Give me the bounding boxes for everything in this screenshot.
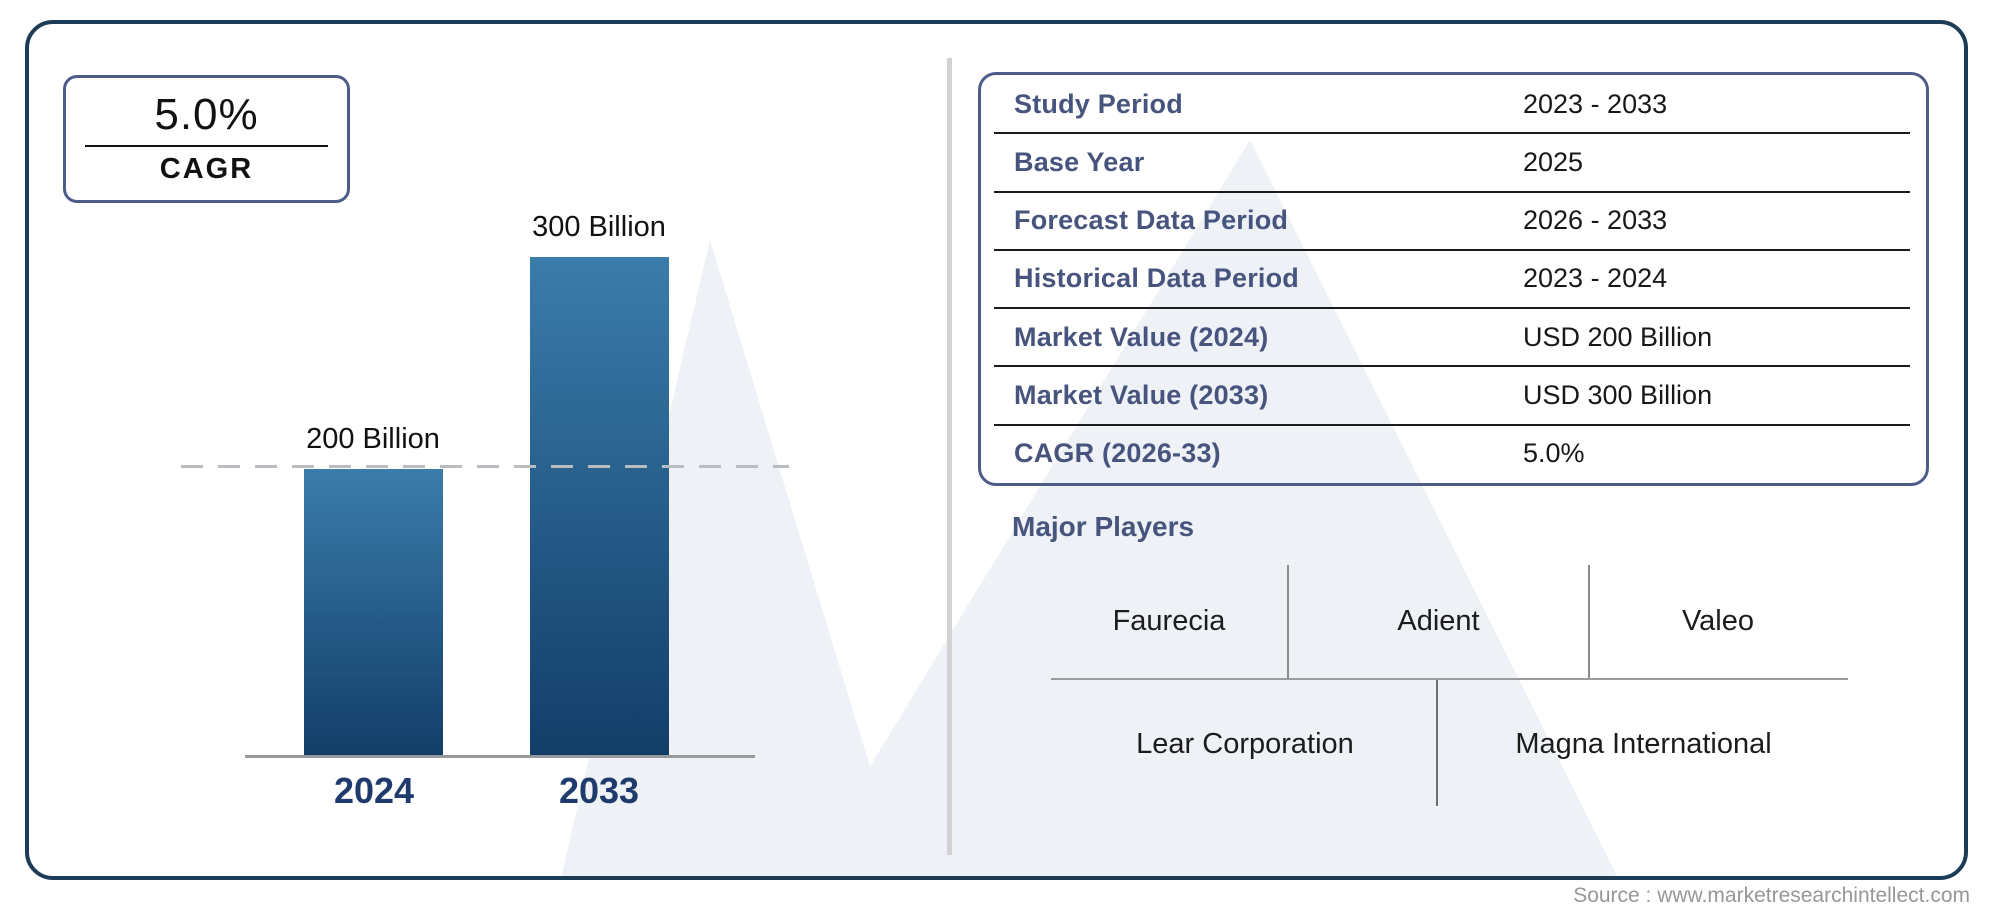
bar-2033 xyxy=(530,257,669,755)
row-value: USD 200 Billion xyxy=(1523,321,1713,352)
table-row: Base Year 2025 xyxy=(981,133,1926,193)
row-label: CAGR (2026-33) xyxy=(1014,438,1221,469)
row-value: 2026 - 2033 xyxy=(1523,205,1668,236)
row-label: Forecast Data Period xyxy=(1014,205,1289,236)
major-players-top-row: Faurecia Adient Valeo xyxy=(1051,565,1848,678)
major-players-title: Major Players xyxy=(1012,511,1195,542)
row-value: 5.0% xyxy=(1523,438,1585,469)
bar-2024 xyxy=(304,469,443,755)
cagr-badge-label: CAGR xyxy=(159,153,254,186)
row-value: USD 300 Billion xyxy=(1523,380,1713,411)
row-separator xyxy=(994,307,1910,310)
reference-line xyxy=(181,465,789,468)
x-tick-2024: 2024 xyxy=(333,770,415,811)
market-info-table: Study Period 2023 - 2033 Base Year 2025 … xyxy=(978,72,1929,486)
row-value: 2025 xyxy=(1523,146,1584,177)
row-label: Study Period xyxy=(1014,88,1183,119)
bar-value-label-2024: 200 Billion xyxy=(306,423,440,455)
row-separator xyxy=(994,248,1910,251)
cagr-badge-value: 5.0% xyxy=(154,89,259,139)
row-label: Base Year xyxy=(1014,146,1145,177)
row-separator xyxy=(994,365,1910,368)
cagr-badge-divider xyxy=(85,145,328,148)
row-label: Historical Data Period xyxy=(1014,263,1299,294)
table-row: Market Value (2024) USD 200 Billion xyxy=(981,308,1926,368)
row-value: 2023 - 2033 xyxy=(1523,88,1668,119)
row-separator xyxy=(994,132,1910,135)
table-row: Historical Data Period 2023 - 2024 xyxy=(981,250,1926,310)
x-axis-line xyxy=(245,755,755,758)
major-players-bottom-row: Lear Corporation Magna International xyxy=(1051,680,1848,808)
cagr-badge: 5.0% CAGR xyxy=(63,75,350,203)
players-bottom-divider xyxy=(1436,680,1438,806)
players-horizontal-line xyxy=(1051,678,1848,680)
table-row: CAGR (2026-33) 5.0% xyxy=(981,425,1926,483)
player-faurecia: Faurecia xyxy=(1112,605,1226,637)
player-magna-international: Magna International xyxy=(1515,727,1772,760)
panel-divider xyxy=(947,58,952,855)
row-label: Market Value (2024) xyxy=(1014,321,1269,352)
bar-value-label-2033: 300 Billion xyxy=(532,211,666,243)
row-label: Market Value (2033) xyxy=(1014,380,1269,411)
table-row: Market Value (2033) USD 300 Billion xyxy=(981,366,1926,426)
table-row: Forecast Data Period 2026 - 2033 xyxy=(981,192,1926,251)
source-attribution: Source : www.marketresearchintellect.com xyxy=(1573,884,1970,907)
player-adient: Adient xyxy=(1287,565,1590,678)
row-separator xyxy=(994,423,1910,426)
row-value: 2023 - 2024 xyxy=(1523,263,1668,294)
row-separator xyxy=(994,190,1910,193)
table-row: Study Period 2023 - 2033 xyxy=(981,75,1926,135)
player-lear-corporation: Lear Corporation xyxy=(1136,727,1354,760)
player-valeo: Valeo xyxy=(1681,605,1755,637)
x-tick-2033: 2033 xyxy=(558,770,640,811)
